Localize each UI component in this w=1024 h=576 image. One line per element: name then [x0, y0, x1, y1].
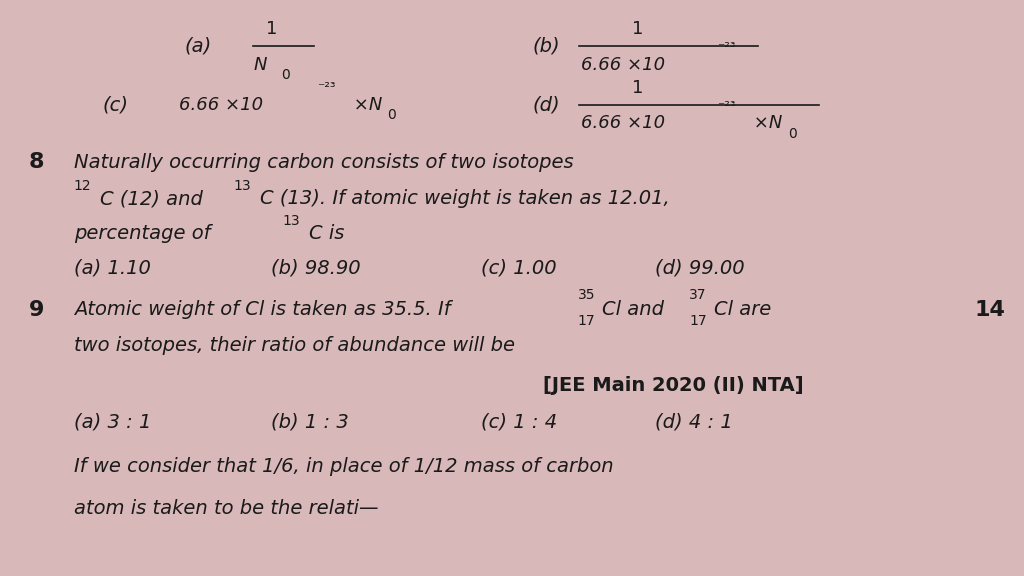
Text: 14: 14 — [975, 300, 1006, 320]
Text: Cl and: Cl and — [602, 301, 671, 319]
Text: 1: 1 — [266, 20, 278, 38]
Text: (d) 99.00: (d) 99.00 — [655, 259, 745, 277]
Text: (c): (c) — [102, 96, 128, 114]
Text: ⁻²³: ⁻²³ — [717, 100, 735, 114]
Text: 0: 0 — [788, 127, 798, 141]
Text: (b) 98.90: (b) 98.90 — [271, 259, 361, 277]
Text: (c) 1 : 4: (c) 1 : 4 — [481, 412, 557, 431]
Text: 17: 17 — [578, 314, 595, 328]
Text: (d) 4 : 1: (d) 4 : 1 — [655, 412, 733, 431]
Text: ⁻²³: ⁻²³ — [317, 81, 336, 94]
Text: N: N — [254, 55, 267, 74]
Text: (a) 1.10: (a) 1.10 — [74, 259, 151, 277]
Text: C (12) and: C (12) and — [100, 190, 210, 208]
Text: 35: 35 — [578, 289, 595, 302]
Text: Atomic weight of Cl is taken as 35.5. If: Atomic weight of Cl is taken as 35.5. If — [74, 301, 457, 319]
Text: 8: 8 — [29, 153, 44, 172]
Text: Naturally occurring carbon consists of two isotopes: Naturally occurring carbon consists of t… — [74, 153, 573, 172]
Text: 17: 17 — [689, 314, 707, 328]
Text: 13: 13 — [233, 179, 251, 193]
Text: 37: 37 — [689, 289, 707, 302]
Text: (a): (a) — [184, 37, 212, 55]
Text: two isotopes, their ratio of abundance will be: two isotopes, their ratio of abundance w… — [74, 336, 515, 355]
Text: 0: 0 — [282, 68, 291, 82]
Text: percentage of: percentage of — [74, 224, 216, 242]
Text: ×N: ×N — [348, 96, 383, 114]
Text: (d): (d) — [532, 96, 560, 114]
Text: 6.66 ×10: 6.66 ×10 — [179, 96, 263, 114]
Text: 0: 0 — [387, 108, 396, 122]
Text: (a) 3 : 1: (a) 3 : 1 — [74, 412, 152, 431]
Text: ⁻²³: ⁻²³ — [717, 41, 735, 55]
Text: ×N: ×N — [748, 114, 782, 132]
Text: If we consider that 1/6, in place of 1/12 mass of carbon: If we consider that 1/6, in place of 1/1… — [74, 457, 613, 476]
Text: 12: 12 — [74, 179, 91, 193]
Text: Cl are: Cl are — [714, 301, 771, 319]
Text: (c) 1.00: (c) 1.00 — [481, 259, 557, 277]
Text: 1: 1 — [632, 78, 643, 97]
Text: atom is taken to be the relati—: atom is taken to be the relati— — [74, 499, 378, 517]
Text: 6.66 ×10: 6.66 ×10 — [581, 114, 665, 132]
Text: 13: 13 — [283, 214, 300, 228]
Text: (b): (b) — [532, 37, 560, 55]
Text: C is: C is — [309, 224, 345, 242]
Text: (b) 1 : 3: (b) 1 : 3 — [271, 412, 349, 431]
Text: [JEE Main 2020 (II) NTA]: [JEE Main 2020 (II) NTA] — [543, 377, 804, 395]
Text: 6.66 ×10: 6.66 ×10 — [581, 55, 665, 74]
Text: 9: 9 — [29, 300, 44, 320]
Text: C (13). If atomic weight is taken as 12.01,: C (13). If atomic weight is taken as 12.… — [260, 190, 670, 208]
Text: 1: 1 — [632, 20, 643, 38]
